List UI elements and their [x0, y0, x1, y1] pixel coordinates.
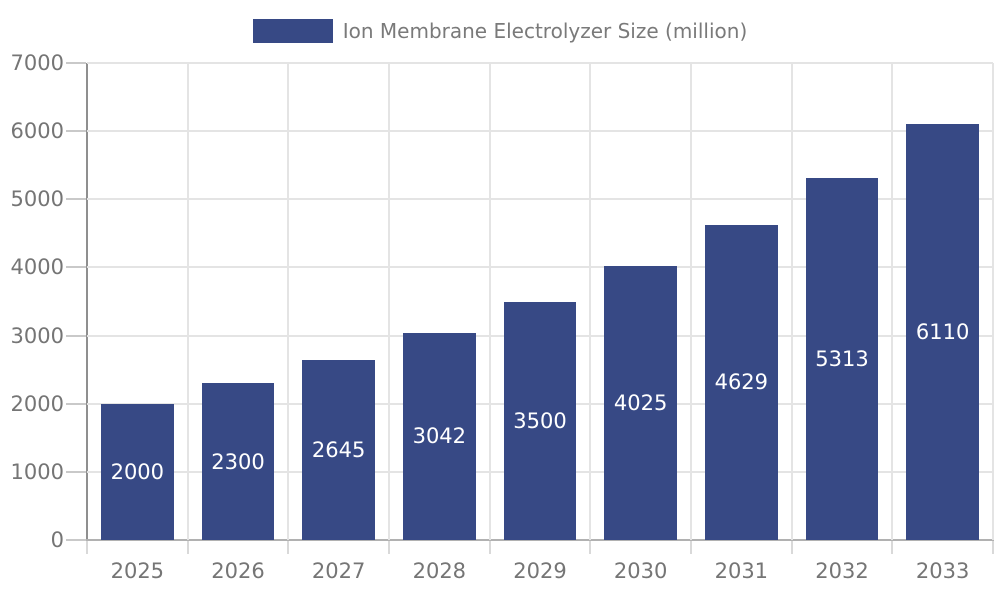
- y-axis-tick: [66, 402, 86, 405]
- y-axis-tick: [66, 539, 86, 541]
- x-gridline: [488, 63, 491, 540]
- x-axis-tick-label: 2028: [412, 559, 467, 583]
- y-axis-tick-label: 6000: [10, 119, 64, 144]
- x-gridline: [287, 63, 290, 540]
- bar-2025: 2000: [101, 403, 174, 540]
- y-axis-tick-label: 5000: [10, 187, 64, 212]
- bar-2032: 5313: [805, 177, 879, 540]
- x-gridline: [589, 63, 592, 540]
- x-gridline: [388, 63, 390, 540]
- y-axis-tick-label: 2000: [10, 391, 64, 416]
- bar-value-label: 2645: [311, 437, 366, 462]
- x-axis-tick: [287, 541, 290, 554]
- y-gridline: [87, 266, 993, 269]
- y-axis-tick-label: 7000: [10, 51, 64, 75]
- y-axis-line: [86, 63, 88, 541]
- bar-2030: 4025: [604, 265, 677, 540]
- legend: Ion Membrane Electrolyzer Size (million): [0, 19, 1000, 43]
- x-gridline: [992, 63, 994, 540]
- x-axis-tick: [488, 541, 491, 554]
- y-gridline: [87, 198, 993, 201]
- x-axis-tick: [186, 541, 189, 554]
- y-axis-tick: [66, 266, 86, 269]
- bar-2029: 3500: [503, 301, 577, 540]
- x-axis-tick: [388, 541, 390, 554]
- bar-2027: 2645: [302, 359, 375, 540]
- x-axis-tick: [86, 541, 88, 554]
- y-gridline: [87, 130, 993, 133]
- bar-value-label: 4025: [613, 390, 668, 415]
- bar-2033: 6110: [906, 123, 979, 540]
- bar-value-label: 2300: [211, 449, 265, 474]
- x-gridline: [790, 63, 793, 540]
- x-axis-tick-label: 2030: [613, 559, 668, 583]
- bar-2026: 2300: [201, 383, 275, 540]
- x-axis-tick-label: 2031: [714, 559, 769, 583]
- bar-2031: 4629: [705, 224, 778, 540]
- legend-label: Ion Membrane Electrolyzer Size (million): [342, 19, 748, 43]
- bar-value-label: 4629: [714, 370, 769, 395]
- x-axis-tick-label: 2027: [311, 559, 366, 583]
- bar-value-label: 2000: [110, 459, 165, 484]
- y-axis-tick: [66, 334, 86, 337]
- x-axis-tick-label: 2032: [815, 559, 869, 583]
- x-axis-tick-label: 2026: [211, 559, 265, 583]
- x-axis-tick: [589, 541, 592, 554]
- bar-2028: 3042: [403, 332, 476, 540]
- x-gridline: [690, 63, 692, 540]
- legend-color-swatch: [252, 19, 333, 43]
- y-axis-tick: [66, 470, 86, 473]
- y-axis-tick: [66, 130, 86, 133]
- x-axis-tick-label: 2025: [110, 559, 165, 583]
- y-axis-tick-label: 0: [50, 528, 64, 552]
- bar-value-label: 5313: [815, 346, 869, 371]
- bar-value-label: 3042: [412, 424, 467, 449]
- x-axis-tick: [790, 541, 793, 554]
- x-axis-tick: [992, 541, 994, 554]
- y-axis-tick-label: 4000: [10, 255, 64, 280]
- bar-value-label: 3500: [513, 408, 567, 433]
- y-gridline: [87, 62, 993, 64]
- x-axis-tick-label: 2033: [915, 559, 970, 583]
- x-axis-tick: [690, 541, 692, 554]
- x-gridline: [891, 63, 894, 540]
- plot-area: 2000 2300 2645 3042 3500 4025 4629 5313 6110: [87, 62, 994, 540]
- y-axis-tick-label: 1000: [10, 459, 64, 484]
- y-axis-tick-label: 3000: [10, 323, 64, 348]
- y-axis-tick: [66, 198, 86, 201]
- x-axis-tick: [891, 541, 894, 554]
- x-gridline: [186, 63, 189, 540]
- y-axis-tick: [66, 62, 86, 64]
- x-axis-line: [86, 539, 994, 541]
- bar-value-label: 6110: [915, 319, 970, 344]
- x-axis-tick-label: 2029: [513, 559, 567, 583]
